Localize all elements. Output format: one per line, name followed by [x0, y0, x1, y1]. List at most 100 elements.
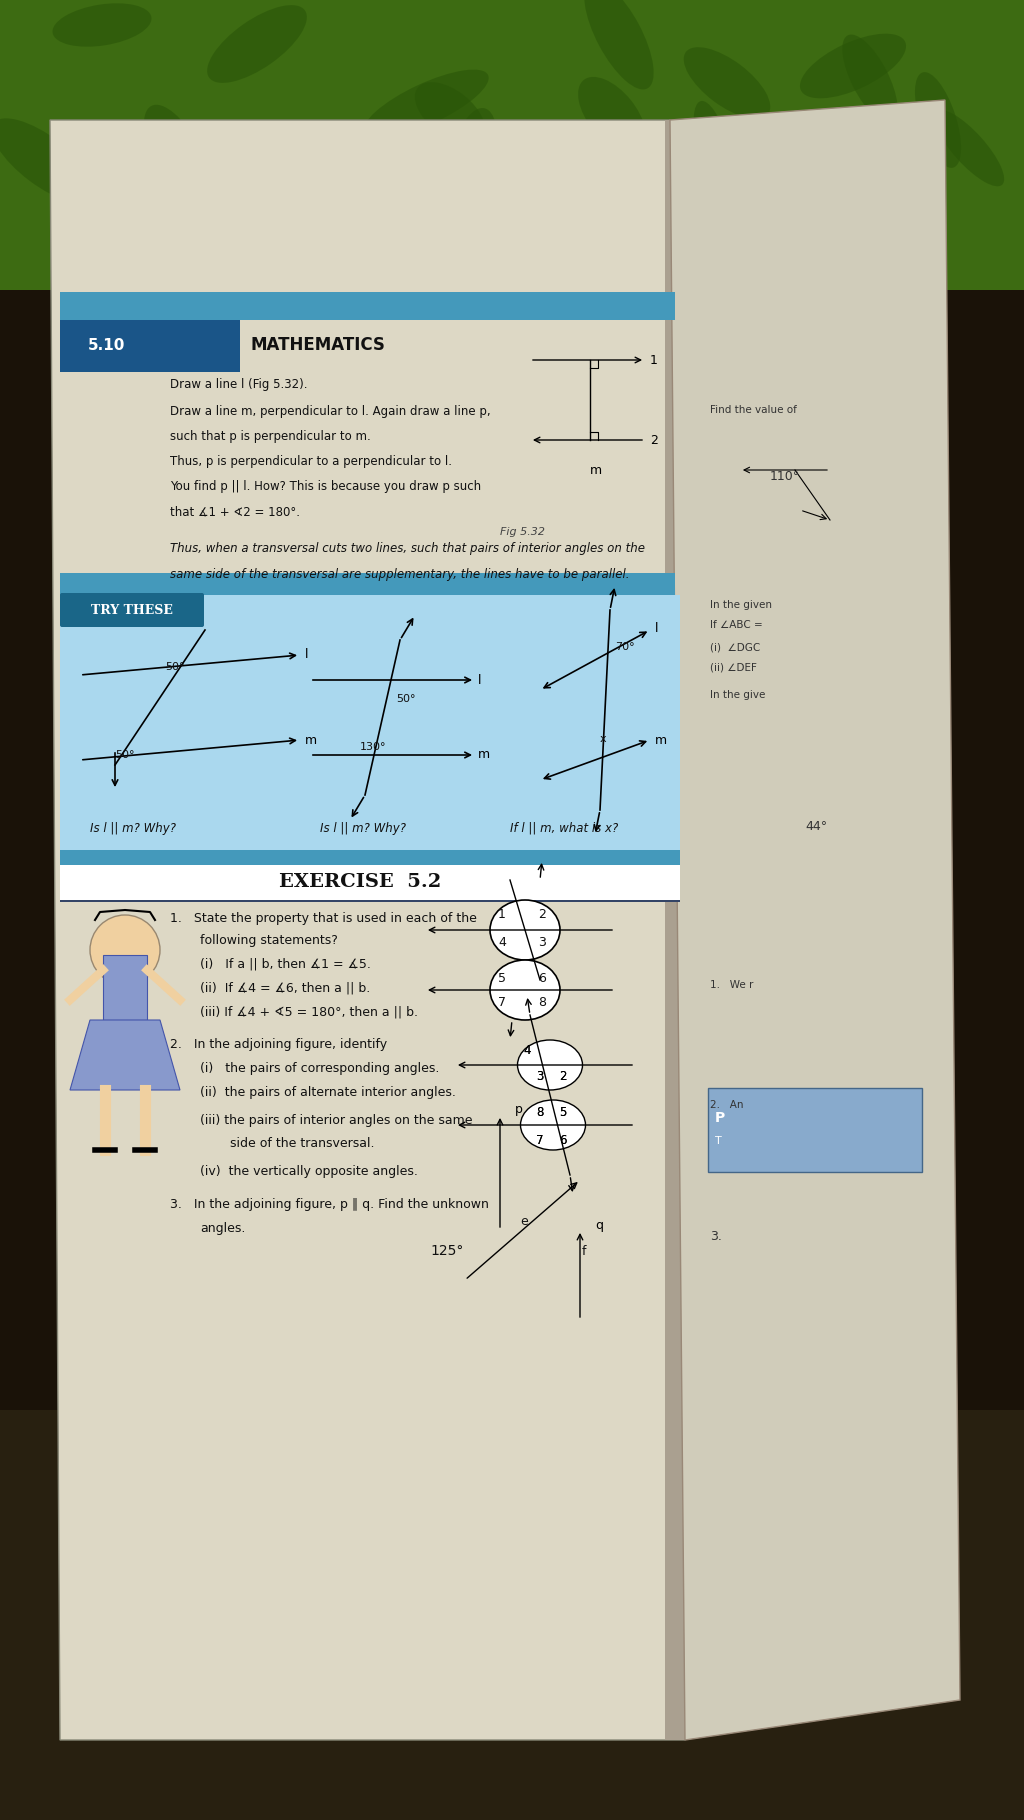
Text: 3.: 3.: [710, 1230, 722, 1243]
Ellipse shape: [800, 35, 906, 98]
Text: l: l: [478, 673, 481, 686]
Text: m: m: [655, 733, 667, 746]
Text: You find p || l. How? This is because you draw p such: You find p || l. How? This is because yo…: [170, 480, 481, 493]
Ellipse shape: [144, 106, 212, 211]
Text: side of the transversal.: side of the transversal.: [230, 1138, 375, 1150]
FancyBboxPatch shape: [103, 956, 147, 1019]
FancyBboxPatch shape: [60, 593, 204, 628]
FancyBboxPatch shape: [60, 864, 680, 901]
Text: Draw a line m, perpendicular to l. Again draw a line p,: Draw a line m, perpendicular to l. Again…: [170, 406, 490, 419]
FancyBboxPatch shape: [60, 573, 675, 595]
FancyBboxPatch shape: [708, 1088, 922, 1172]
Text: (iii) the pairs of interior angles on the same: (iii) the pairs of interior angles on th…: [200, 1114, 472, 1127]
Text: e: e: [520, 1216, 527, 1228]
Ellipse shape: [517, 1039, 583, 1090]
FancyBboxPatch shape: [60, 291, 675, 320]
Text: 8: 8: [537, 1107, 544, 1119]
Ellipse shape: [207, 5, 307, 84]
Ellipse shape: [52, 4, 152, 47]
Ellipse shape: [648, 191, 720, 295]
Text: Thus, when a transversal cuts two lines, such that pairs of interior angles on t: Thus, when a transversal cuts two lines,…: [170, 542, 645, 555]
Text: (iii) If ∡4 + ∢5 = 180°, then a || b.: (iii) If ∡4 + ∢5 = 180°, then a || b.: [200, 1006, 418, 1019]
Ellipse shape: [843, 35, 898, 124]
FancyBboxPatch shape: [0, 1410, 1024, 1820]
Text: Is l || m? Why?: Is l || m? Why?: [90, 823, 176, 835]
Text: In the give: In the give: [710, 690, 765, 701]
Text: f: f: [582, 1245, 587, 1258]
Text: 4: 4: [498, 935, 506, 948]
Ellipse shape: [364, 69, 488, 138]
Text: 2: 2: [650, 433, 657, 446]
Text: 3.   In the adjoining figure, p ∥ q. Find the unknown: 3. In the adjoining figure, p ∥ q. Find …: [170, 1198, 488, 1210]
Text: If ∠ABC =: If ∠ABC =: [710, 621, 763, 630]
Text: 125°: 125°: [430, 1245, 464, 1258]
Text: 5: 5: [559, 1107, 566, 1119]
Ellipse shape: [415, 82, 485, 144]
Text: 2: 2: [538, 908, 546, 921]
Text: 50°: 50°: [396, 693, 416, 704]
Text: 3: 3: [537, 1070, 544, 1083]
Text: Find the value of: Find the value of: [710, 406, 797, 415]
Text: Fig 5.32: Fig 5.32: [500, 528, 545, 537]
Ellipse shape: [490, 901, 560, 959]
Text: TRY THESE: TRY THESE: [91, 604, 173, 617]
Text: 8: 8: [537, 1107, 544, 1119]
Ellipse shape: [520, 1099, 586, 1150]
Ellipse shape: [685, 197, 723, 324]
Ellipse shape: [283, 147, 385, 198]
Text: same side of the transversal are supplementary, the lines have to be parallel.: same side of the transversal are supplem…: [170, 568, 630, 581]
Ellipse shape: [122, 126, 228, 169]
Ellipse shape: [579, 76, 646, 153]
Text: such that p is perpendicular to m.: such that p is perpendicular to m.: [170, 430, 371, 442]
Text: Draw a line l (Fig 5.32).: Draw a line l (Fig 5.32).: [170, 379, 307, 391]
Text: q: q: [595, 1219, 603, 1232]
Text: 4: 4: [523, 1043, 530, 1056]
FancyBboxPatch shape: [60, 901, 680, 903]
Text: (iv)  the vertically opposite angles.: (iv) the vertically opposite angles.: [200, 1165, 418, 1178]
Text: 1.   We r: 1. We r: [710, 979, 754, 990]
Text: 50°: 50°: [165, 662, 184, 672]
Polygon shape: [70, 1019, 180, 1090]
FancyBboxPatch shape: [0, 0, 1024, 289]
Ellipse shape: [693, 100, 732, 193]
Text: (ii)  If ∡4 = ∡6, then a || b.: (ii) If ∡4 = ∡6, then a || b.: [200, 983, 371, 996]
Text: (ii) ∠DEF: (ii) ∠DEF: [710, 662, 757, 672]
Text: 2: 2: [559, 1070, 566, 1083]
Text: following statements?: following statements?: [200, 934, 338, 946]
Text: x: x: [600, 733, 606, 744]
Text: 2.   An: 2. An: [710, 1099, 743, 1110]
Text: 3: 3: [537, 1070, 544, 1083]
Text: 6: 6: [559, 1134, 566, 1147]
Text: 2: 2: [559, 1070, 566, 1083]
Text: Thus, p is perpendicular to a perpendicular to l.: Thus, p is perpendicular to a perpendicu…: [170, 455, 452, 468]
Text: m: m: [478, 748, 490, 761]
Text: 5: 5: [498, 972, 506, 985]
Text: 1: 1: [498, 908, 506, 921]
Ellipse shape: [630, 202, 716, 282]
Text: p: p: [515, 1103, 523, 1116]
Ellipse shape: [914, 73, 962, 167]
Circle shape: [90, 915, 160, 985]
Text: that ∡1 + ∢2 = 180°.: that ∡1 + ∢2 = 180°.: [170, 504, 300, 519]
Text: l: l: [655, 621, 658, 635]
Polygon shape: [670, 100, 961, 1740]
Text: MATHEMATICS: MATHEMATICS: [250, 337, 385, 355]
Text: (i)  ∠DGC: (i) ∠DGC: [710, 642, 760, 652]
Text: 5.10: 5.10: [88, 337, 125, 353]
Text: 50°: 50°: [115, 750, 134, 761]
Text: 6: 6: [559, 1134, 566, 1147]
Text: 1: 1: [650, 353, 657, 366]
Text: 4: 4: [523, 1043, 530, 1056]
Text: P: P: [715, 1110, 725, 1125]
Text: 44°: 44°: [805, 821, 827, 834]
Text: 7: 7: [537, 1134, 544, 1147]
Text: m: m: [590, 464, 602, 477]
Text: (ii)  the pairs of alternate interior angles.: (ii) the pairs of alternate interior ang…: [200, 1087, 456, 1099]
Ellipse shape: [0, 118, 96, 204]
Text: If l || m, what is x?: If l || m, what is x?: [510, 823, 618, 835]
Text: 70°: 70°: [615, 642, 635, 652]
Text: 6: 6: [538, 972, 546, 985]
Text: Is l || m? Why?: Is l || m? Why?: [319, 823, 406, 835]
Text: angles.: angles.: [200, 1221, 246, 1236]
Ellipse shape: [934, 109, 1005, 186]
